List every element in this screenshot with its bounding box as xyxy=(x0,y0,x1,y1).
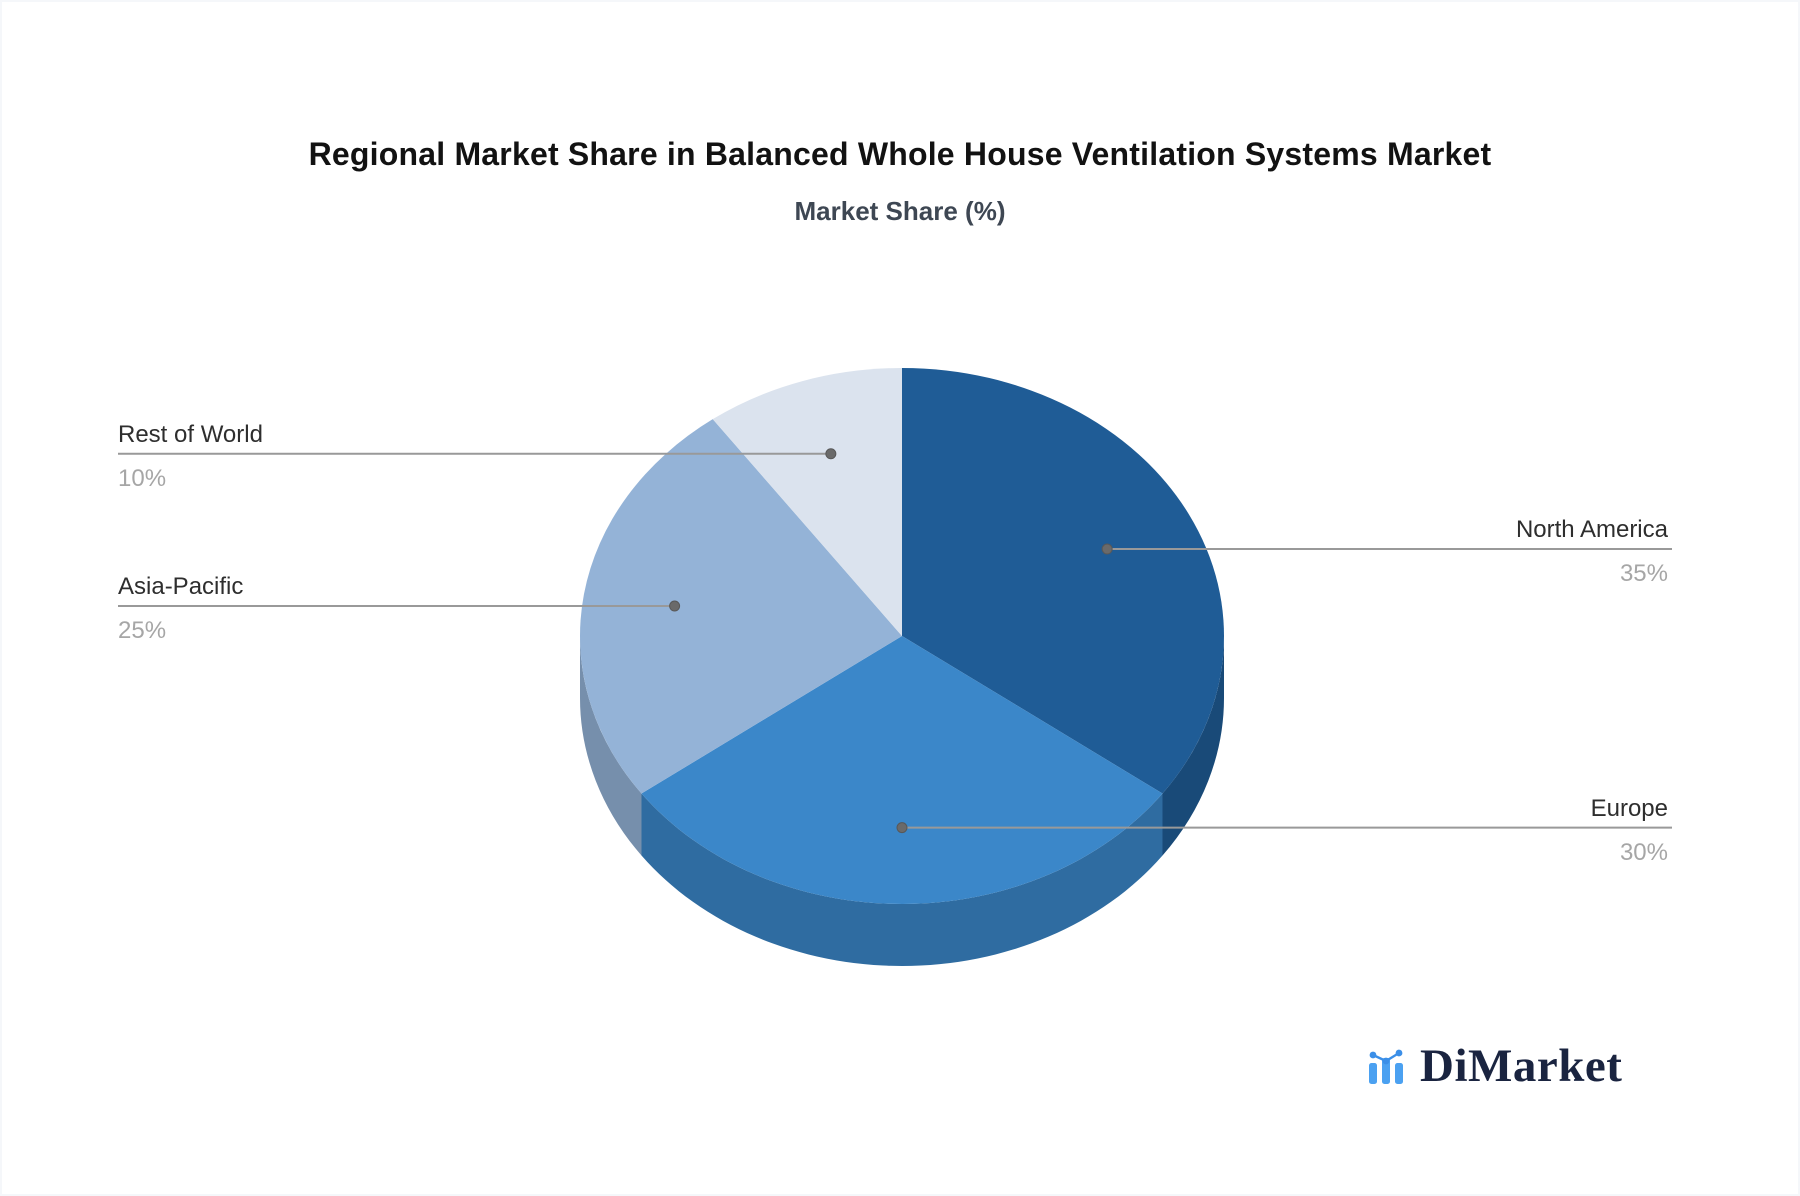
bar-chart-sparkline-icon xyxy=(1369,1049,1403,1084)
pie-slice-asia-pacific xyxy=(580,419,902,794)
slice-label-north-america: North America 35% xyxy=(1228,516,1668,588)
slice-label-name: Rest of World xyxy=(118,420,263,448)
leader-dot-europe xyxy=(896,822,908,834)
pie-slice-europe xyxy=(641,636,1163,904)
slice-label-name: Europe xyxy=(1590,794,1668,822)
leader-dot-rest-of-world xyxy=(825,448,837,460)
logo-bar xyxy=(1395,1063,1403,1084)
pie-slice-side-north-america xyxy=(1162,636,1224,856)
slice-label-asia-pacific: Asia-Pacific 25% xyxy=(118,573,558,645)
slice-label-percent: 30% xyxy=(1619,838,1668,866)
chart-subtitle: Market Share (%) xyxy=(794,196,1006,226)
slice-label-percent: 10% xyxy=(118,464,167,492)
pie-slice-side-europe xyxy=(641,793,1163,966)
logo-sparkline-dot xyxy=(1369,1051,1377,1059)
chart-title: Regional Market Share in Balanced Whole … xyxy=(308,136,1492,172)
slice-label-name: North America xyxy=(1515,516,1668,543)
dimarket-logo: DiMarket xyxy=(1368,1040,1622,1092)
logo-sparkline-dot xyxy=(1382,1057,1390,1065)
logo-sparkline-dot xyxy=(1395,1049,1403,1057)
logo-bar xyxy=(1382,1058,1390,1084)
slice-label-name: Asia-Pacific xyxy=(118,573,244,601)
logo-bar xyxy=(1369,1063,1377,1084)
leader-dot-north-america xyxy=(1101,543,1113,555)
slice-label-europe: Europe 30% xyxy=(1228,795,1668,867)
leader-dot-asia-pacific xyxy=(669,600,681,612)
slice-label-percent: 35% xyxy=(1619,560,1668,587)
slice-label-rest-of-world: Rest of World 10% xyxy=(118,421,558,493)
pie-slice-side-asia-pacific xyxy=(580,636,642,856)
logo-text: DiMarket xyxy=(1420,1040,1623,1092)
pie-slice-rest-of-world xyxy=(712,368,902,636)
slice-label-percent: 25% xyxy=(118,617,167,645)
pie-slice-north-america xyxy=(902,368,1224,794)
